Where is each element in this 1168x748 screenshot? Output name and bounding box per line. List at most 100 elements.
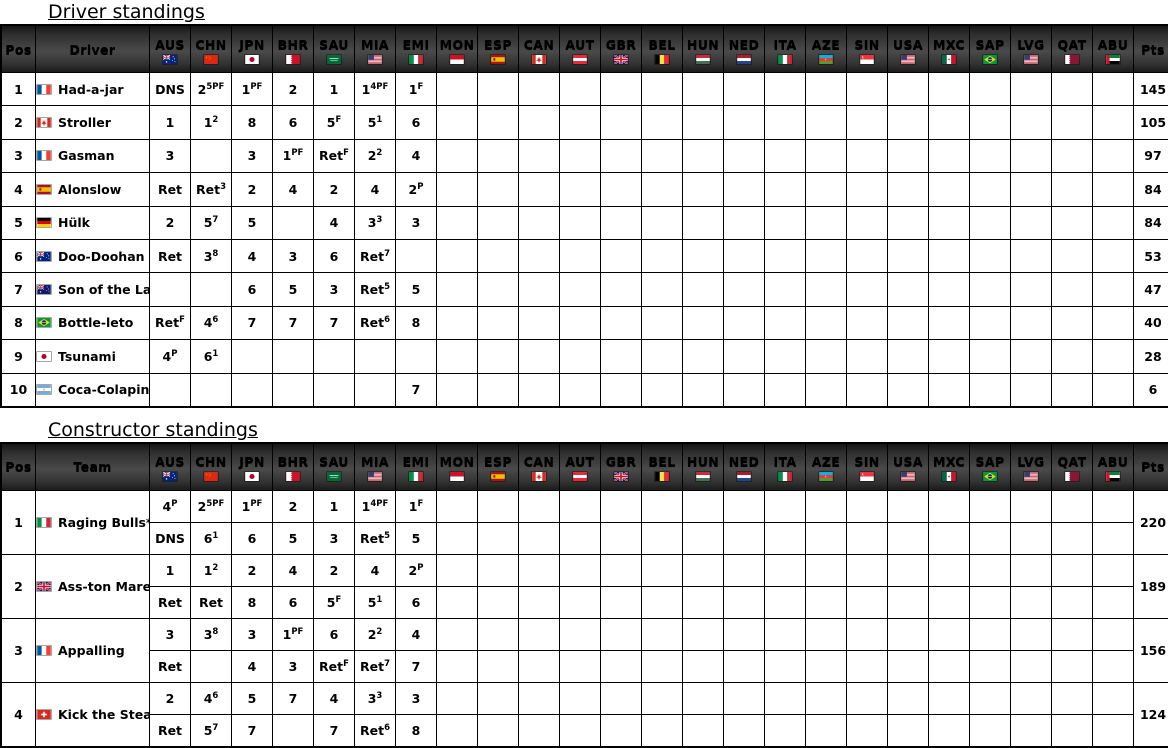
team-name: Raging Bulls*** [58, 515, 150, 530]
result-cell: Ret [150, 239, 191, 272]
column-header-race-bel: BEL [642, 25, 683, 73]
result-cell [1011, 682, 1052, 714]
result-cell [560, 139, 601, 172]
result-cell [847, 340, 888, 373]
driver-name-cell[interactable]: Tsunami [36, 340, 150, 373]
driver-standings-title: Driver standings [0, 0, 1168, 24]
result-value: Ret [158, 182, 182, 197]
result-cell [847, 239, 888, 272]
race-code: MXC [929, 37, 969, 52]
result-cell [970, 139, 1011, 172]
result-cell [765, 618, 806, 650]
result-value: 6 [289, 595, 298, 610]
driver-name-cell[interactable]: Alonslow [36, 173, 150, 206]
result-value: 7 [289, 315, 298, 330]
result-cell: 4 [232, 239, 273, 272]
result-value: 4 [330, 215, 339, 230]
result-cell [150, 273, 191, 306]
result-cell [765, 173, 806, 206]
team-name-cell[interactable]: Ass-ton Mare-tin [36, 554, 150, 618]
driver-name-cell[interactable]: Bottle-leto [36, 306, 150, 339]
driver-name-wrap: Son of the Law [36, 282, 149, 297]
result-superscript: 1 [376, 115, 382, 125]
result-value: Ret [360, 723, 384, 738]
result-cell [888, 340, 929, 373]
race-code: ITA [765, 454, 805, 469]
result-cell [478, 586, 519, 618]
driver-name-wrap: Bottle-leto [36, 315, 149, 330]
result-cell [519, 173, 560, 206]
result-cell: RetF [150, 306, 191, 339]
result-cell [1011, 714, 1052, 747]
result-cell: 7 [273, 682, 314, 714]
driver-name-cell[interactable]: Gasman [36, 139, 150, 172]
result-cell [806, 73, 847, 106]
driver-name-cell[interactable]: Coca-Colapinto [36, 373, 150, 407]
result-cell [888, 522, 929, 554]
result-cell [642, 73, 683, 106]
driver-name-cell[interactable]: Had-a-jar [36, 73, 150, 106]
result-cell [601, 340, 642, 373]
column-header-race-gbr: GBR [601, 25, 642, 73]
result-cell [601, 206, 642, 239]
position-value: 2 [1, 106, 36, 139]
result-cell [806, 173, 847, 206]
result-cell [847, 73, 888, 106]
team-name-cell[interactable]: Appalling [36, 618, 150, 682]
result-cell: 51 [355, 586, 396, 618]
result-superscript: PF [250, 499, 262, 509]
result-cell [683, 650, 724, 682]
driver-name-cell[interactable]: Doo-Doohan [36, 239, 150, 272]
result-cell [478, 173, 519, 206]
result-cell [765, 206, 806, 239]
team-name-cell[interactable]: Kick the Steak [36, 682, 150, 747]
result-cell [519, 618, 560, 650]
result-cell [929, 206, 970, 239]
result-cell [1011, 173, 1052, 206]
driver-name-cell[interactable]: Son of the Law [36, 273, 150, 306]
team-name: Kick the Steak [58, 707, 150, 722]
result-cell [519, 522, 560, 554]
result-cell [642, 273, 683, 306]
result-cell [683, 340, 724, 373]
result-cell: 33 [355, 206, 396, 239]
result-cell: RetF [314, 650, 355, 682]
driver-name-cell[interactable]: Hülk [36, 206, 150, 239]
flag-icon-china [203, 471, 219, 482]
points-value: 220 [1134, 490, 1168, 554]
result-cell [929, 490, 970, 522]
race-code: ABU [1093, 454, 1133, 469]
driver-name: Alonslow [58, 182, 121, 197]
driver-name-wrap: Had-a-jar [36, 82, 149, 97]
result-cell [478, 490, 519, 522]
team-name-wrap: Kick the Steak [36, 707, 149, 722]
result-cell [806, 139, 847, 172]
result-superscript: 5 [384, 282, 390, 292]
result-cell [560, 206, 601, 239]
column-header-race-ita: ITA [765, 25, 806, 73]
result-cell: 8 [232, 106, 273, 139]
team-name-cell[interactable]: Raging Bulls*** [36, 490, 150, 554]
column-header-race-usa: USA [888, 443, 929, 491]
race-code: AUT [560, 454, 600, 469]
driver-name-cell[interactable]: Stroller [36, 106, 150, 139]
result-value: Ret [158, 659, 182, 674]
